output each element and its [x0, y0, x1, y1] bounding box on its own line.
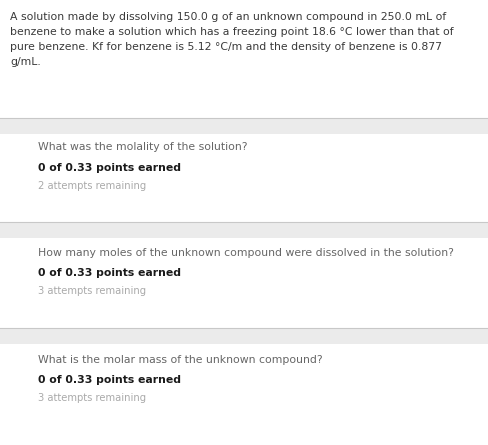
- Text: 0 of 0.33 points earned: 0 of 0.33 points earned: [38, 268, 181, 278]
- Text: pure benzene. Kf for benzene is 5.12 °C/m and the density of benzene is 0.877: pure benzene. Kf for benzene is 5.12 °C/…: [10, 42, 441, 52]
- Circle shape: [1, 163, 27, 189]
- Text: ✕: ✕: [9, 171, 19, 181]
- Text: 3 attempts remaining: 3 attempts remaining: [38, 286, 146, 296]
- Text: What is the molar mass of the unknown compound?: What is the molar mass of the unknown co…: [38, 355, 322, 365]
- Text: 0 of 0.33 points earned: 0 of 0.33 points earned: [38, 375, 181, 385]
- Text: g/mL.: g/mL.: [10, 57, 41, 67]
- Text: How many moles of the unknown compound were dissolved in the solution?: How many moles of the unknown compound w…: [38, 248, 453, 258]
- Text: benzene to make a solution which has a freezing point 18.6 °C lower than that of: benzene to make a solution which has a f…: [10, 27, 453, 37]
- Text: What was the molality of the solution?: What was the molality of the solution?: [38, 142, 247, 152]
- Text: 2 attempts remaining: 2 attempts remaining: [38, 181, 146, 191]
- Circle shape: [1, 375, 27, 401]
- Circle shape: [1, 268, 27, 294]
- Text: A solution made by dissolving 150.0 g of an unknown compound in 250.0 mL of: A solution made by dissolving 150.0 g of…: [10, 12, 446, 22]
- Text: 0 of 0.33 points earned: 0 of 0.33 points earned: [38, 163, 181, 173]
- Text: 3 attempts remaining: 3 attempts remaining: [38, 393, 146, 403]
